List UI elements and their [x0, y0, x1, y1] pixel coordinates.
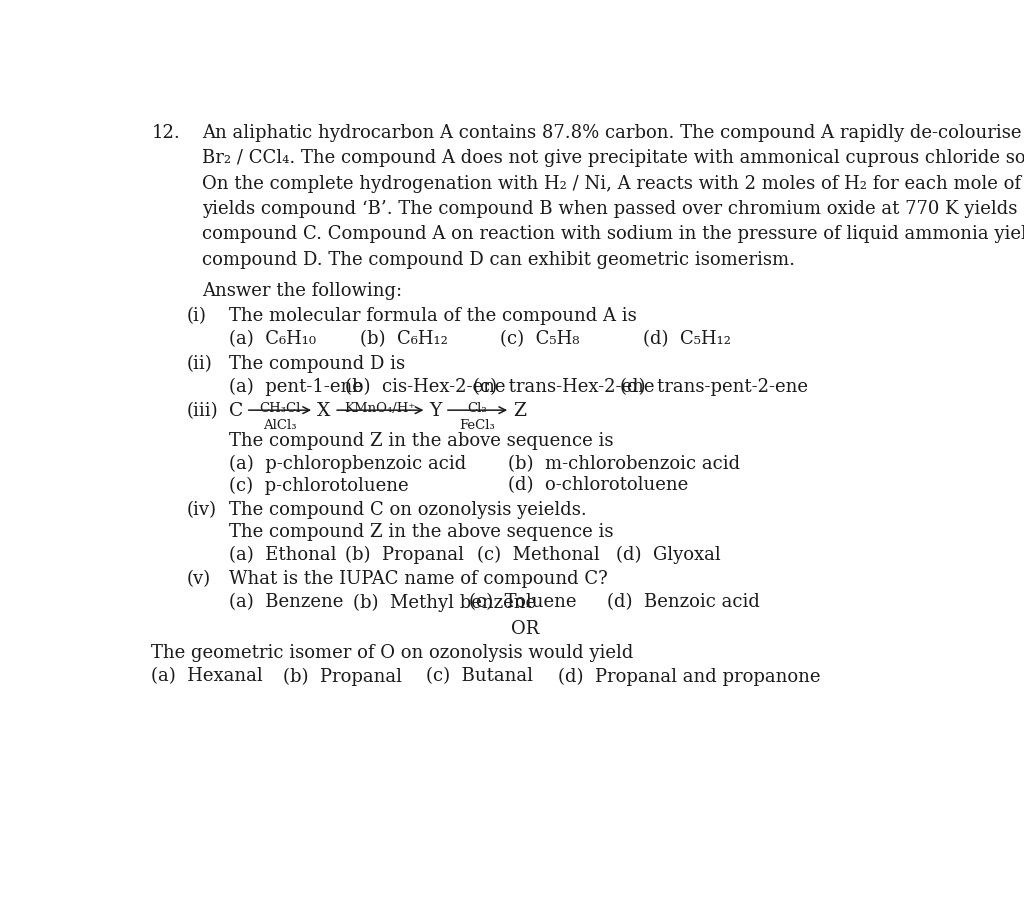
Text: (a)  Ethonal: (a) Ethonal	[228, 546, 336, 563]
Text: yields compound ‘B’. The compound B when passed over chromium oxide at 770 K yie: yields compound ‘B’. The compound B when…	[202, 200, 1017, 218]
Text: (d)  Glyoxal: (d) Glyoxal	[616, 546, 721, 564]
Text: Answer the following:: Answer the following:	[202, 282, 401, 301]
Text: The compound Z in the above sequence is: The compound Z in the above sequence is	[228, 431, 613, 450]
Text: (ii): (ii)	[186, 355, 212, 372]
Text: (d)  o-chlorotoluene: (d) o-chlorotoluene	[508, 477, 688, 494]
Text: The compound Z in the above sequence is: The compound Z in the above sequence is	[228, 523, 613, 540]
Text: The geometric isomer of O on ozonolysis would yield: The geometric isomer of O on ozonolysis …	[152, 644, 634, 662]
Text: compound C. Compound A on reaction with sodium in the pressure of liquid ammonia: compound C. Compound A on reaction with …	[202, 225, 1024, 243]
Text: (c)  trans-Hex-2-ene: (c) trans-Hex-2-ene	[473, 378, 654, 396]
Text: 12.: 12.	[152, 124, 180, 142]
Text: (a)  pent-1-ene: (a) pent-1-ene	[228, 378, 362, 396]
Text: What is the IUPAC name of compound C?: What is the IUPAC name of compound C?	[228, 571, 607, 588]
Text: (i): (i)	[186, 307, 206, 325]
Text: (b)  m-chlorobenzoic acid: (b) m-chlorobenzoic acid	[508, 455, 740, 473]
Text: CH₃Cl: CH₃Cl	[259, 402, 301, 415]
Text: (c)  C₅H₈: (c) C₅H₈	[500, 330, 580, 349]
Text: On the complete hydrogenation with H₂ / Ni, A reacts with 2 moles of H₂ for each: On the complete hydrogenation with H₂ / …	[202, 174, 1024, 193]
Text: (d)  Benzoic acid: (d) Benzoic acid	[607, 594, 760, 611]
Text: (b)  Propanal: (b) Propanal	[283, 668, 402, 686]
Text: (a)  Benzene: (a) Benzene	[228, 594, 343, 611]
Text: (b)  cis-Hex-2-ene: (b) cis-Hex-2-ene	[345, 378, 506, 396]
Text: (c)  Toluene: (c) Toluene	[469, 594, 577, 611]
Text: (a)  Hexanal: (a) Hexanal	[152, 668, 263, 685]
Text: (c)  Butanal: (c) Butanal	[426, 668, 534, 685]
Text: compound D. The compound D can exhibit geometric isomerism.: compound D. The compound D can exhibit g…	[202, 251, 795, 269]
Text: KMnO₄/H⁺: KMnO₄/H⁺	[345, 402, 416, 415]
Text: Z: Z	[513, 403, 526, 420]
Text: The molecular formula of the compound A is: The molecular formula of the compound A …	[228, 307, 637, 325]
Text: (iii): (iii)	[186, 403, 218, 420]
Text: (c)  p-chlorotoluene: (c) p-chlorotoluene	[228, 477, 409, 494]
Text: (d)  Propanal and propanone: (d) Propanal and propanone	[558, 668, 820, 686]
Text: FeCl₃: FeCl₃	[460, 419, 496, 431]
Text: (b)  Propanal: (b) Propanal	[345, 546, 464, 564]
Text: Y: Y	[429, 403, 441, 420]
Text: X: X	[317, 403, 331, 420]
Text: (c)  Methonal: (c) Methonal	[477, 546, 599, 563]
Text: (a)  p-chloropbenzoic acid: (a) p-chloropbenzoic acid	[228, 455, 466, 473]
Text: C: C	[228, 403, 243, 420]
Text: An aliphatic hydrocarbon A contains 87.8% carbon. The compound A rapidly de-colo: An aliphatic hydrocarbon A contains 87.8…	[202, 124, 1021, 142]
Text: AlCl₃: AlCl₃	[263, 419, 297, 431]
Text: Cl₂: Cl₂	[468, 402, 487, 415]
Text: (b)  C₆H₁₂: (b) C₆H₁₂	[360, 330, 449, 349]
Text: (d)  trans-pent-2-ene: (d) trans-pent-2-ene	[621, 378, 808, 396]
Text: (a)  C₆H₁₀: (a) C₆H₁₀	[228, 330, 315, 349]
Text: (v): (v)	[186, 571, 210, 588]
Text: (iv): (iv)	[186, 501, 216, 519]
Text: The compound C on ozonolysis yeields.: The compound C on ozonolysis yeields.	[228, 501, 587, 519]
Text: (b)  Methyl benzene: (b) Methyl benzene	[352, 594, 536, 611]
Text: The compound D is: The compound D is	[228, 355, 404, 372]
Text: (d)  C₅H₁₂: (d) C₅H₁₂	[643, 330, 731, 349]
Text: Br₂ / CCl₄. The compound A does not give precipitate with ammonical cuprous chlo: Br₂ / CCl₄. The compound A does not give…	[202, 149, 1024, 167]
Text: OR: OR	[511, 620, 539, 638]
